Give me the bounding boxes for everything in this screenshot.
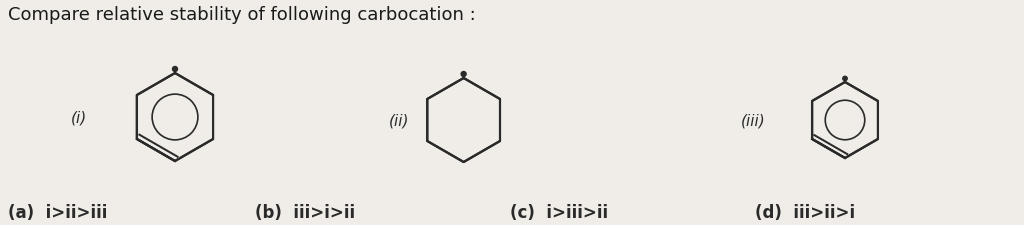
Text: (a)  i>ii>iii: (a) i>ii>iii: [8, 203, 108, 221]
Text: (c)  i>iii>ii: (c) i>iii>ii: [510, 203, 608, 221]
Circle shape: [843, 77, 847, 81]
Text: (i): (i): [71, 110, 87, 125]
Text: Compare relative stability of following carbocation :: Compare relative stability of following …: [8, 6, 476, 24]
Circle shape: [172, 67, 177, 72]
Text: (ii): (ii): [389, 113, 410, 128]
Text: (b)  iii>i>ii: (b) iii>i>ii: [255, 203, 355, 221]
Text: (iii): (iii): [740, 113, 765, 128]
Circle shape: [461, 72, 466, 77]
Text: (d)  iii>ii>i: (d) iii>ii>i: [755, 203, 855, 221]
